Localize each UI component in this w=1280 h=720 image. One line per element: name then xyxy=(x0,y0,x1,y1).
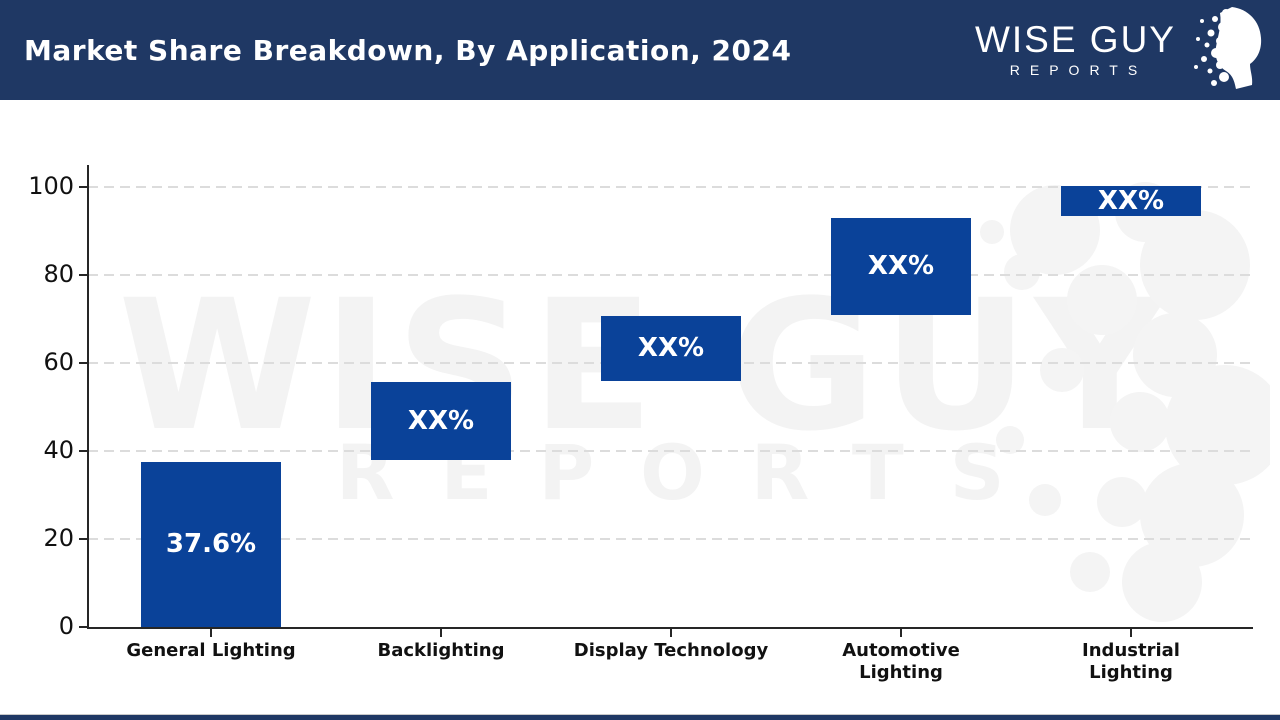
x-tick xyxy=(1130,629,1132,637)
x-tick xyxy=(900,629,902,637)
bar-display-technology: XX% xyxy=(601,315,741,382)
gridline xyxy=(88,186,1253,188)
x-tick xyxy=(210,629,212,637)
y-tick xyxy=(79,538,87,540)
logo-reports-text: REPORTS xyxy=(1009,62,1148,78)
gridline xyxy=(88,274,1253,276)
bar-value-label: XX% xyxy=(867,251,935,282)
bar-value-label: 37.6% xyxy=(165,529,257,560)
x-tick xyxy=(670,629,672,637)
y-tick-label: 80 xyxy=(43,260,74,288)
bar-backlighting: XX% xyxy=(371,382,511,460)
wiseguy-logo: WISE GUY REPORTS xyxy=(975,6,1264,94)
y-tick-label: 20 xyxy=(43,524,74,552)
x-tick xyxy=(440,629,442,637)
y-tick xyxy=(79,450,87,452)
category-label: Automotive Lighting xyxy=(842,640,960,683)
logo-text: WISE GUY REPORTS xyxy=(975,21,1176,79)
footer-bar xyxy=(0,714,1280,720)
category-label: General Lighting xyxy=(126,640,296,661)
y-tick-label: 100 xyxy=(28,172,74,200)
gridline xyxy=(88,538,1253,540)
y-tick-label: 0 xyxy=(58,612,74,640)
y-tick-label: 60 xyxy=(43,348,74,376)
x-axis-line xyxy=(87,627,1253,629)
category-label: Backlighting xyxy=(377,640,505,661)
y-tick xyxy=(79,626,87,628)
bar-value-label: XX% xyxy=(407,406,475,437)
y-tick xyxy=(79,186,87,188)
y-tick-label: 40 xyxy=(43,436,74,464)
bar-industrial-lighting: XX% xyxy=(1061,185,1201,217)
category-label: Industrial Lighting xyxy=(1082,640,1180,683)
wiseguy-face-icon xyxy=(1180,5,1264,95)
y-tick xyxy=(79,274,87,276)
y-tick xyxy=(79,362,87,364)
header-bar: Market Share Breakdown, By Application, … xyxy=(0,0,1280,100)
y-axis-line xyxy=(87,165,89,629)
bar-automotive-lighting: XX% xyxy=(831,217,971,315)
bar-general-lighting: 37.6% xyxy=(141,461,281,627)
bar-value-label: XX% xyxy=(1097,186,1165,217)
gridline xyxy=(88,450,1253,452)
bar-value-label: XX% xyxy=(637,333,705,364)
page-title: Market Share Breakdown, By Application, … xyxy=(24,33,792,67)
logo-wiseguy-text: WISE GUY xyxy=(974,19,1176,60)
category-label: Display Technology xyxy=(573,640,769,661)
